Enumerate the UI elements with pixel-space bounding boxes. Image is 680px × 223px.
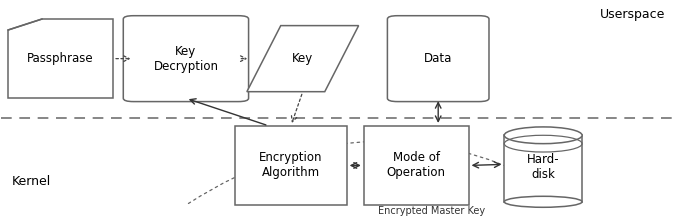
Text: Passphrase: Passphrase: [27, 52, 94, 65]
Bar: [505, 135, 582, 202]
FancyBboxPatch shape: [388, 16, 489, 102]
Text: Hard-
disk: Hard- disk: [527, 153, 560, 181]
Polygon shape: [8, 19, 113, 98]
Text: Encrypted Master Key: Encrypted Master Key: [378, 206, 485, 216]
Ellipse shape: [505, 196, 582, 207]
Text: Data: Data: [424, 52, 452, 65]
Text: Mode of
Operation: Mode of Operation: [387, 151, 445, 180]
Ellipse shape: [505, 127, 582, 144]
FancyBboxPatch shape: [123, 16, 249, 102]
Text: Key: Key: [292, 52, 313, 65]
Text: Key
Decryption: Key Decryption: [154, 45, 218, 73]
Polygon shape: [247, 26, 358, 92]
Text: Userspace: Userspace: [600, 8, 665, 21]
Text: Kernel: Kernel: [12, 176, 51, 188]
Bar: [364, 126, 469, 205]
Text: Encryption
Algorithm: Encryption Algorithm: [259, 151, 322, 180]
Bar: [235, 126, 347, 205]
